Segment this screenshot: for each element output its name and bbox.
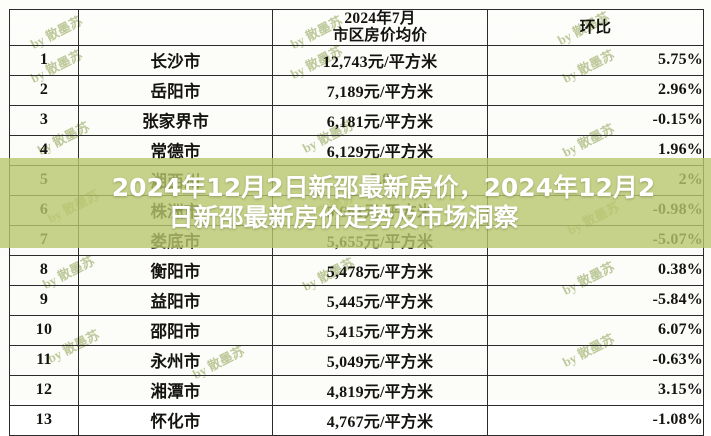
cell-price: 5,415元/平方米 <box>272 314 488 346</box>
table-row: 2 岳阳市 7,189元/平方米 2.96% <box>9 74 704 106</box>
cell-change: -5.84% <box>487 284 704 316</box>
cell-city: 怀化市 <box>78 404 273 436</box>
cell-city: 常德市 <box>78 134 273 166</box>
cell-change: -0.15% <box>487 104 704 136</box>
cell-price: 5,049元/平方米 <box>272 344 488 376</box>
table-row: 6 株洲市 5,661元/平方米 -0.98% <box>9 194 704 226</box>
cell-rank: 3 <box>9 104 79 136</box>
header-city <box>78 9 273 46</box>
table-row: 8 衡阳市 5,478元/平方米 0.38% <box>9 254 704 286</box>
cell-price: 4,819元/平方米 <box>272 374 488 406</box>
table-row: 10 邵阳市 5,415元/平方米 6.07% <box>9 314 704 346</box>
cell-price: 5,655元/平方米 <box>272 224 488 256</box>
header-change: 环比 <box>487 9 704 46</box>
table-header-row: 2024年7月 市区房价均价 环比 <box>9 9 704 46</box>
cell-city: 长沙市 <box>78 44 273 76</box>
cell-change: 6.07% <box>487 314 704 346</box>
cell-change: 0.38% <box>487 254 704 286</box>
cell-rank: 6 <box>9 194 79 226</box>
cell-price: 5,8 <box>272 164 488 196</box>
cell-price: 6,129元/平方米 <box>272 134 488 166</box>
cell-city: 永州市 <box>78 344 273 376</box>
cell-change: -0.63% <box>487 344 704 376</box>
table-body: 1 长沙市 12,743元/平方米 5.75% 2 岳阳市 7,189元/平方米 2.96% 3… <box>9 44 704 436</box>
cell-rank: 2 <box>9 74 79 106</box>
cell-change: -5.07% <box>487 224 704 256</box>
cell-city: 岳阳市 <box>78 74 273 106</box>
cell-price: 5,661元/平方米 <box>272 194 488 226</box>
cell-rank: 5 <box>9 164 79 196</box>
cell-change: 5.75% <box>487 44 704 76</box>
cell-rank: 1 <box>9 44 79 76</box>
table-row: 4 常德市 6,129元/平方米 1.96% <box>9 134 704 166</box>
cell-price: 7,189元/平方米 <box>272 74 488 106</box>
cell-rank: 7 <box>9 224 79 256</box>
cell-city: 湘西州 <box>78 164 273 196</box>
table-row: 5 湘西州 5,8 2% <box>9 164 704 196</box>
cell-rank: 12 <box>9 374 79 406</box>
cell-rank: 13 <box>9 404 79 436</box>
cell-price: 6,181元/平方米 <box>272 104 488 136</box>
cell-city: 益阳市 <box>78 284 273 316</box>
table-row: 11 永州市 5,049元/平方米 -0.63% <box>9 344 704 376</box>
table-row: 9 益阳市 5,445元/平方米 -5.84% <box>9 284 704 316</box>
cell-price: 4,767元/平方米 <box>272 404 488 436</box>
table-row: 7 娄底市 5,655元/平方米 -5.07% <box>9 224 704 256</box>
cell-rank: 4 <box>9 134 79 166</box>
cell-change: -1.08% <box>487 404 704 436</box>
cell-change: 1.96% <box>487 134 704 166</box>
cell-price: 12,743元/平方米 <box>272 44 488 76</box>
cell-city: 株洲市 <box>78 194 273 226</box>
table-row: 1 长沙市 12,743元/平方米 5.75% <box>9 44 704 76</box>
cell-rank: 10 <box>9 314 79 346</box>
header-rank <box>9 9 79 46</box>
header-price: 2024年7月 市区房价均价 <box>272 9 488 46</box>
cell-city: 邵阳市 <box>78 314 273 346</box>
cell-rank: 9 <box>9 284 79 316</box>
cell-city: 湘潭市 <box>78 374 273 406</box>
cell-change: 3.15% <box>487 374 704 406</box>
cell-change: 2.96% <box>487 74 704 106</box>
cell-rank: 8 <box>9 254 79 286</box>
housing-price-table: 2024年7月 市区房价均价 环比 1 长沙市 12,743元/平方米 5.75% 2 岳… <box>9 9 704 436</box>
table-row: 12 湘潭市 4,819元/平方米 3.15% <box>9 374 704 406</box>
table-row: 3 张家界市 6,181元/平方米 -0.15% <box>9 104 704 136</box>
cell-price: 5,478元/平方米 <box>272 254 488 286</box>
cell-city: 衡阳市 <box>78 254 273 286</box>
cell-change: -0.98% <box>487 194 704 226</box>
cell-rank: 11 <box>9 344 79 376</box>
cell-city: 张家界市 <box>78 104 273 136</box>
cell-city: 娄底市 <box>78 224 273 256</box>
cell-price: 5,445元/平方米 <box>272 284 488 316</box>
cell-change: 2% <box>487 164 704 196</box>
table-row: 13 怀化市 4,767元/平方米 -1.08% <box>9 404 704 436</box>
